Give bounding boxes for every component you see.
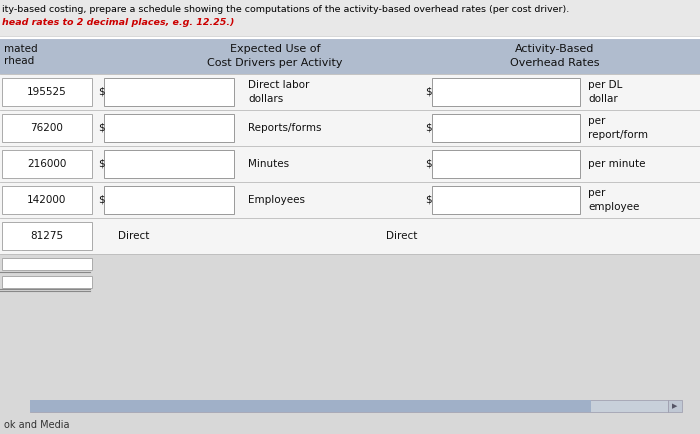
Text: 142000: 142000: [27, 195, 66, 205]
Text: Direct: Direct: [118, 231, 150, 241]
Bar: [2, 186, 92, 214]
Bar: [2, 276, 92, 288]
Bar: [0, 0, 700, 36]
Bar: [432, 150, 580, 178]
Text: $: $: [98, 123, 104, 133]
Bar: [30, 400, 592, 412]
Text: Reports/forms: Reports/forms: [248, 123, 321, 133]
Bar: [2, 222, 92, 250]
Bar: [0, 74, 700, 110]
Bar: [30, 400, 668, 412]
Bar: [0, 38, 700, 74]
Text: per
employee: per employee: [588, 188, 639, 212]
Bar: [0, 218, 700, 254]
Text: ity-based costing, prepare a schedule showing the computations of the activity-b: ity-based costing, prepare a schedule sh…: [2, 5, 569, 14]
Text: $: $: [425, 159, 432, 169]
Bar: [2, 150, 92, 178]
Bar: [2, 258, 92, 270]
Text: $: $: [425, 123, 432, 133]
Bar: [2, 78, 92, 106]
Bar: [104, 78, 234, 106]
Text: per minute: per minute: [588, 159, 645, 169]
Text: mated: mated: [4, 44, 38, 54]
Text: $: $: [425, 195, 432, 205]
Bar: [0, 110, 700, 146]
Bar: [432, 78, 580, 106]
Text: $: $: [98, 87, 104, 97]
Text: 216000: 216000: [27, 159, 66, 169]
Bar: [432, 186, 580, 214]
Text: Activity-Based
Overhead Rates: Activity-Based Overhead Rates: [510, 44, 600, 68]
Text: rhead: rhead: [4, 56, 34, 66]
Bar: [104, 186, 234, 214]
Bar: [2, 114, 92, 142]
Text: per
report/form: per report/form: [588, 116, 648, 140]
Text: $: $: [98, 159, 104, 169]
Bar: [104, 114, 234, 142]
Text: ok and Media: ok and Media: [4, 420, 69, 430]
Text: per DL
dollar: per DL dollar: [588, 80, 622, 104]
Text: Employees: Employees: [248, 195, 305, 205]
Text: 195525: 195525: [27, 87, 67, 97]
Bar: [668, 400, 682, 412]
Text: 76200: 76200: [31, 123, 64, 133]
Bar: [432, 114, 580, 142]
Text: ▶: ▶: [672, 403, 678, 409]
Bar: [0, 146, 700, 182]
Bar: [0, 182, 700, 218]
Text: Direct: Direct: [386, 231, 418, 241]
Text: Expected Use of
Cost Drivers per Activity: Expected Use of Cost Drivers per Activit…: [207, 44, 343, 68]
Text: $: $: [98, 195, 104, 205]
Text: Minutes: Minutes: [248, 159, 289, 169]
Text: head rates to 2 decimal places, e.g. 12.25.): head rates to 2 decimal places, e.g. 12.…: [2, 18, 234, 27]
Text: Direct labor
dollars: Direct labor dollars: [248, 80, 309, 104]
Text: $: $: [425, 87, 432, 97]
Bar: [104, 150, 234, 178]
Text: 81275: 81275: [30, 231, 64, 241]
